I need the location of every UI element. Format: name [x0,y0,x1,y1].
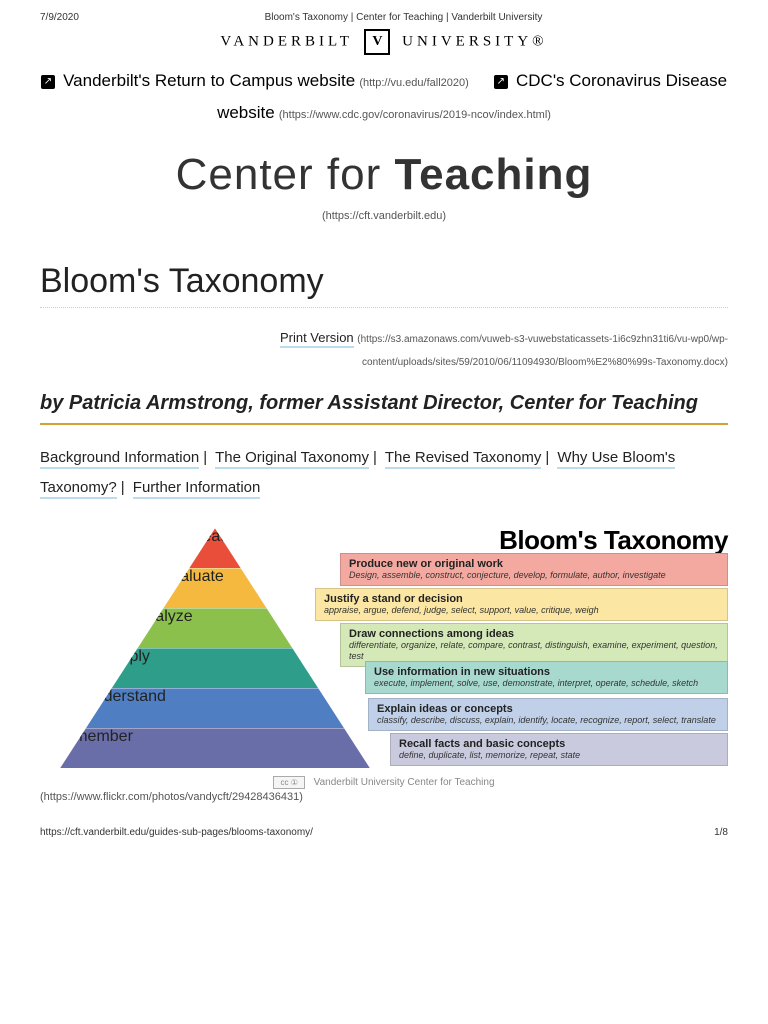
print-version-row: Print Version (https://s3.amazonaws.com/… [40,326,728,373]
pyramid-description: Explain ideas or conceptsclassify, descr… [368,698,728,731]
pyramid-label: apply [112,648,150,665]
pyramid-slice: create [189,528,241,568]
print-title: Bloom's Taxonomy | Center for Teaching |… [265,12,543,23]
pyramid-label: create [189,528,233,545]
pyramid-description: Use information in new situationsexecute… [365,661,728,694]
pyramid-description: Recall facts and basic conceptsdefine, d… [390,733,728,766]
toc-link[interactable]: Background Information [40,449,199,469]
toc-link[interactable]: The Original Taxonomy [215,449,369,469]
pyramid-description: Produce new or original workDesign, asse… [340,553,728,586]
page-title: Bloom's Taxonomy [40,262,728,308]
pyramid-label: remember [60,728,133,745]
site-url: (https://cft.vanderbilt.edu) [40,210,728,222]
pyramid-slice: apply [112,648,319,688]
alert-links: ↗ Vanderbilt's Return to Campus website … [40,65,728,130]
site-title: Center for Teaching [40,150,728,200]
toc: Background Information| The Original Tax… [40,443,728,503]
external-link-icon: ↗ [41,75,55,89]
toc-link[interactable]: The Revised Taxonomy [385,449,541,469]
pyramid-slice: understand [86,688,344,728]
pyramid-label: analyze [138,608,193,625]
pyramid-slice: remember [60,728,370,768]
vanderbilt-logo: VANDERBILT V UNIVERSITY® [40,29,728,55]
blooms-pyramid-figure: Bloom's Taxonomy createProduce new or or… [40,523,728,768]
print-version-link[interactable]: Print Version [280,330,354,348]
toc-link[interactable]: Further Information [133,479,261,499]
pyramid-label: understand [86,688,166,705]
pyramid-slice: analyze [138,608,293,648]
flickr-url: (https://www.flickr.com/photos/vandycft/… [40,791,728,803]
pyramid-label: evaluate [163,568,224,585]
pyramid-slice: evaluate [163,568,266,608]
pyramid-description: Justify a stand or decisionappraise, arg… [315,588,728,621]
print-footer: https://cft.vanderbilt.edu/guides-sub-pa… [0,823,768,848]
cc-badge-icon: cc ① [273,776,304,789]
byline: by Patricia Armstrong, former Assistant … [40,392,728,425]
external-link-icon: ↗ [494,75,508,89]
print-date: 7/9/2020 [40,12,79,23]
vanderbilt-monogram: V [364,29,390,55]
print-header: 7/9/2020 Bloom's Taxonomy | Center for T… [40,12,728,23]
return-to-campus-link[interactable]: Vanderbilt's Return to Campus website [63,71,355,90]
cc-attribution: cc ① Vanderbilt University Center for Te… [40,776,728,789]
